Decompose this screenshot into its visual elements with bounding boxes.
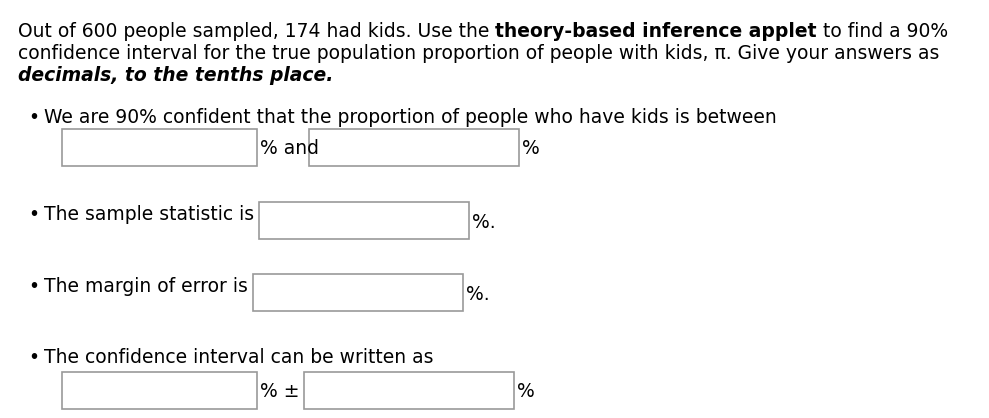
Text: %: % [517, 382, 535, 401]
Text: to find a 90%: to find a 90% [817, 22, 948, 41]
Text: The confidence interval can be written as: The confidence interval can be written a… [44, 348, 433, 367]
Text: confidence interval for the true population proportion of people with kids, π. G: confidence interval for the true populat… [18, 44, 940, 63]
Text: •: • [28, 108, 40, 127]
FancyBboxPatch shape [309, 129, 519, 166]
FancyBboxPatch shape [304, 372, 514, 409]
Text: The sample statistic is: The sample statistic is [44, 205, 254, 224]
Text: •: • [28, 205, 40, 224]
FancyBboxPatch shape [62, 129, 257, 166]
Text: theory-based inference applet: theory-based inference applet [495, 22, 817, 41]
Text: decimals, to the tenths place.: decimals, to the tenths place. [18, 66, 333, 85]
Text: %.: %. [466, 285, 490, 304]
Text: The margin of error is: The margin of error is [44, 277, 248, 296]
Text: % and: % and [260, 139, 319, 158]
Text: %.: %. [472, 213, 495, 232]
Text: % ±: % ± [260, 382, 300, 401]
FancyBboxPatch shape [62, 372, 257, 409]
Text: Out of 600 people sampled, 174 had kids. Use the: Out of 600 people sampled, 174 had kids.… [18, 22, 495, 41]
Text: •: • [28, 348, 40, 367]
FancyBboxPatch shape [253, 274, 463, 311]
FancyBboxPatch shape [259, 202, 469, 239]
Text: •: • [28, 277, 40, 296]
Text: %: % [522, 139, 540, 158]
Text: We are 90% confident that the proportion of people who have kids is between: We are 90% confident that the proportion… [44, 108, 776, 127]
